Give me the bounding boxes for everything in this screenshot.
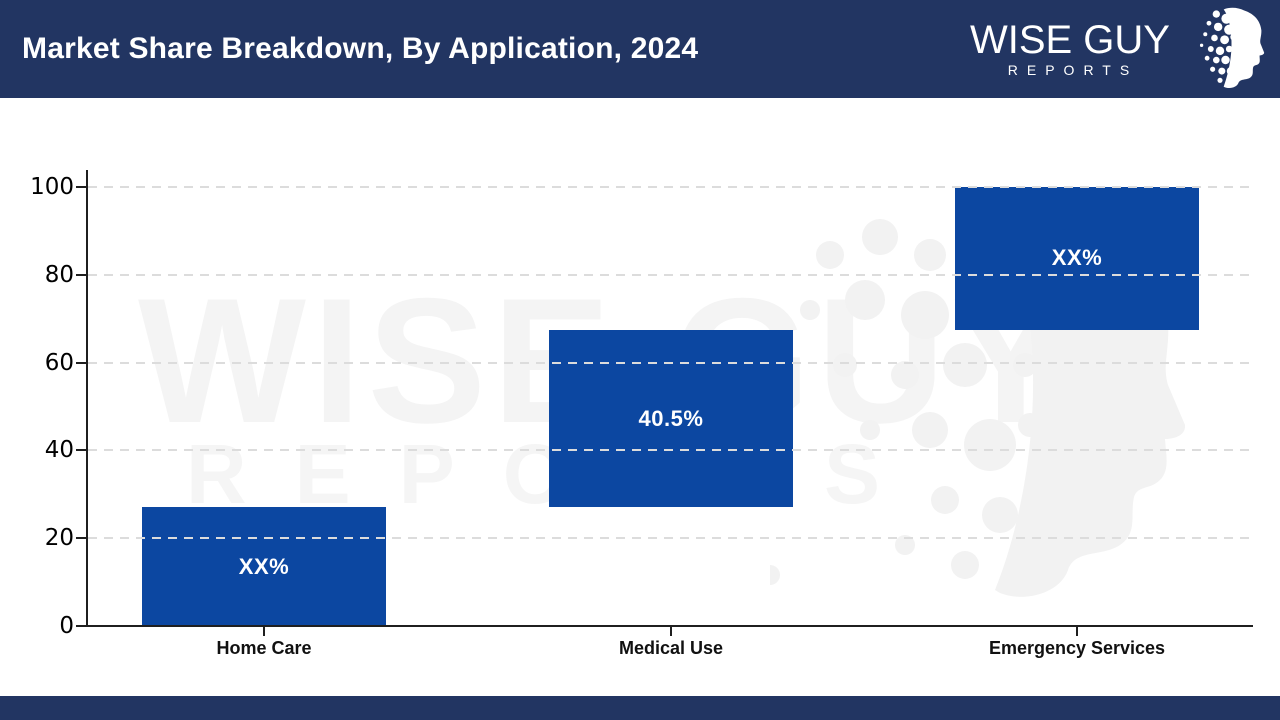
y-tick-mark [76, 449, 86, 452]
footer-bar [0, 696, 1280, 720]
x-tick-label: Medical Use [618, 638, 724, 658]
y-tick-mark [76, 537, 86, 540]
y-tick-mark [76, 186, 86, 188]
y-tick-mark [76, 361, 86, 364]
gridline [88, 186, 1253, 188]
y-tick-label: 60 [44, 349, 74, 376]
y-tick-label: 100 [30, 174, 74, 200]
y-tick-label: 80 [44, 261, 74, 288]
bar-value-label: XX% [238, 553, 290, 579]
x-tick-mark [670, 627, 672, 636]
bar-segment: XX% [142, 507, 386, 626]
logo-reports-text: REPORTS [1007, 62, 1139, 78]
y-tick-mark [76, 625, 86, 627]
y-tick-label: 20 [44, 525, 74, 552]
logo-wise-guy-text: WISE GUY [969, 18, 1170, 62]
y-axis-line [86, 170, 88, 627]
logo: WISE GUY REPORTS [970, 6, 1280, 92]
x-tick-label: Home Care [216, 638, 312, 658]
gridline [88, 537, 1253, 540]
bar-segment: 40.5% [549, 329, 793, 508]
logo-text: WISE GUY REPORTS [970, 20, 1170, 78]
logo-dotted-head-icon [1199, 7, 1265, 89]
page-title: Market Share Breakdown, By Application, … [22, 32, 699, 65]
bar-value-label: 40.5% [638, 405, 704, 431]
y-tick-mark [76, 273, 86, 276]
bar-segment: XX% [955, 187, 1199, 330]
x-tick-label: Emergency Services [988, 638, 1166, 658]
y-tick-label: 0 [59, 613, 74, 639]
x-tick-mark [1076, 627, 1078, 636]
gridline [88, 449, 1253, 452]
header-bar: Market Share Breakdown, By Application, … [0, 0, 1280, 98]
gridline [88, 273, 1253, 276]
x-tick-mark [263, 627, 265, 636]
x-axis-line [86, 625, 1253, 627]
bar-value-label: XX% [1051, 245, 1103, 271]
y-tick-label: 40 [44, 437, 74, 464]
gridline [88, 361, 1253, 364]
